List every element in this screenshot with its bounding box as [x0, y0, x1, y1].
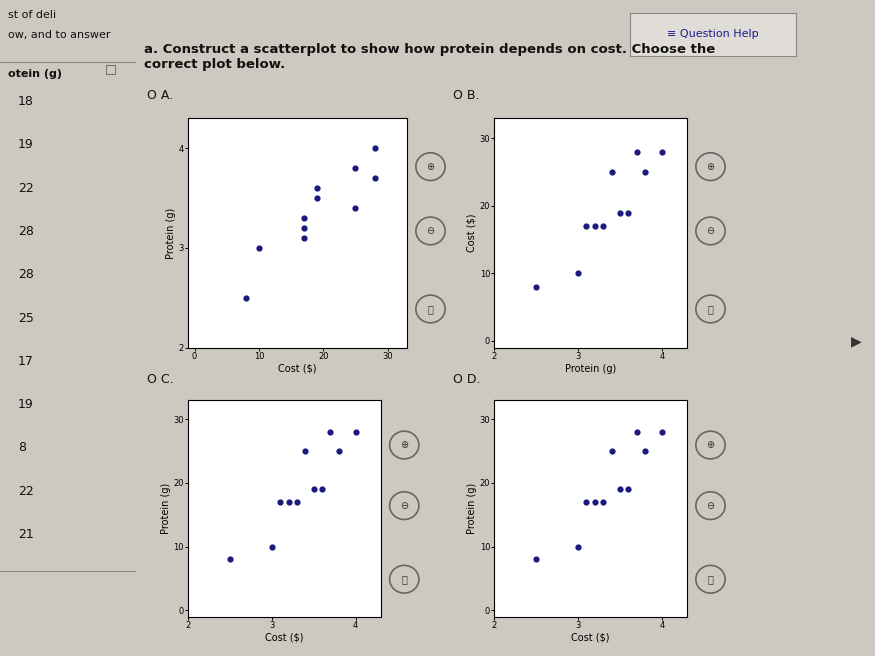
- Point: [324, 427, 338, 438]
- Point: [297, 213, 311, 223]
- Text: 19: 19: [18, 138, 33, 152]
- Point: [529, 281, 543, 292]
- Point: [368, 143, 382, 154]
- X-axis label: Cost ($): Cost ($): [571, 632, 610, 643]
- Text: O D.: O D.: [453, 373, 480, 386]
- Point: [252, 243, 266, 253]
- Point: [630, 146, 644, 157]
- X-axis label: Cost ($): Cost ($): [265, 632, 304, 643]
- Point: [621, 207, 635, 218]
- Text: ⧉: ⧉: [708, 304, 713, 314]
- Text: O A.: O A.: [147, 89, 173, 102]
- X-axis label: Cost ($): Cost ($): [278, 363, 317, 374]
- Point: [579, 497, 593, 507]
- Text: 22: 22: [18, 182, 33, 195]
- Point: [612, 207, 626, 218]
- Y-axis label: Protein (g): Protein (g): [165, 207, 176, 258]
- Text: 19: 19: [18, 398, 33, 411]
- Text: ⊕: ⊕: [706, 440, 715, 450]
- Point: [571, 541, 585, 552]
- Point: [310, 193, 324, 203]
- Point: [612, 484, 626, 495]
- Y-axis label: Cost ($): Cost ($): [466, 214, 477, 252]
- Text: st of deli: st of deli: [8, 10, 56, 20]
- Point: [596, 497, 610, 507]
- Point: [630, 427, 644, 438]
- Point: [290, 497, 304, 507]
- Text: 21: 21: [18, 528, 33, 541]
- Text: ow, and to answer: ow, and to answer: [8, 30, 110, 39]
- Text: ≡ Question Help: ≡ Question Help: [668, 30, 759, 39]
- Point: [348, 427, 362, 438]
- Y-axis label: Protein (g): Protein (g): [466, 483, 477, 534]
- Text: ⊖: ⊖: [426, 226, 435, 236]
- Text: ⊕: ⊕: [400, 440, 409, 450]
- Point: [579, 221, 593, 232]
- Text: ⧉: ⧉: [708, 574, 713, 584]
- Text: ⊖: ⊖: [400, 501, 409, 510]
- Point: [297, 233, 311, 243]
- Text: 28: 28: [18, 268, 33, 281]
- Text: 28: 28: [18, 225, 33, 238]
- Point: [654, 427, 668, 438]
- Y-axis label: Protein (g): Protein (g): [160, 483, 171, 534]
- Point: [223, 554, 237, 565]
- Text: ⊕: ⊕: [706, 161, 715, 172]
- Point: [282, 497, 296, 507]
- Point: [298, 446, 312, 457]
- Point: [332, 446, 346, 457]
- Point: [654, 146, 668, 157]
- Point: [638, 167, 652, 177]
- Point: [297, 222, 311, 233]
- Point: [310, 183, 324, 194]
- Point: [348, 163, 362, 173]
- Point: [239, 293, 253, 303]
- Text: 18: 18: [18, 95, 33, 108]
- Point: [306, 484, 320, 495]
- Point: [596, 221, 610, 232]
- Text: 22: 22: [18, 485, 33, 498]
- Text: 25: 25: [18, 312, 33, 325]
- Text: 8: 8: [18, 441, 25, 455]
- Point: [605, 446, 619, 457]
- Point: [621, 484, 635, 495]
- Point: [265, 541, 279, 552]
- Point: [529, 554, 543, 565]
- Text: ⊖: ⊖: [706, 226, 715, 236]
- Text: ⧉: ⧉: [428, 304, 433, 314]
- Text: ⊕: ⊕: [426, 161, 435, 172]
- Point: [348, 203, 362, 213]
- Text: 17: 17: [18, 355, 33, 368]
- Text: ⧉: ⧉: [402, 574, 407, 584]
- Point: [588, 221, 602, 232]
- Point: [605, 167, 619, 177]
- X-axis label: Protein (g): Protein (g): [565, 363, 616, 374]
- Text: O B.: O B.: [453, 89, 480, 102]
- Text: O C.: O C.: [147, 373, 173, 386]
- Point: [588, 497, 602, 507]
- Text: □: □: [105, 62, 117, 75]
- Text: a. Construct a scatterplot to show how protein depends on cost. Choose the
corre: a. Construct a scatterplot to show how p…: [144, 43, 716, 71]
- Point: [571, 268, 585, 279]
- Point: [273, 497, 287, 507]
- Text: otein (g): otein (g): [8, 69, 62, 79]
- Text: ▶: ▶: [851, 334, 862, 348]
- Point: [315, 484, 329, 495]
- Point: [638, 446, 652, 457]
- Text: ⊖: ⊖: [706, 501, 715, 510]
- Point: [368, 173, 382, 183]
